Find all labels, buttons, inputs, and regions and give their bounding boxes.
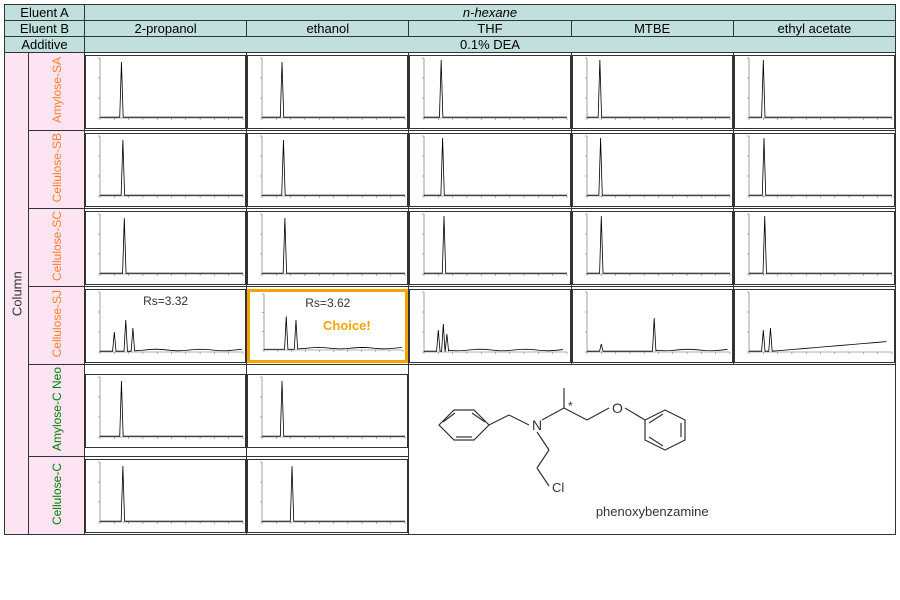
header-row-additive: Additive 0.1% DEA [5,37,896,53]
eluent-b-1: ethanol [247,21,409,37]
chrom-2-0 [85,209,247,287]
chrom-3-2 [409,287,571,365]
chrom-5-0 [85,457,247,535]
svg-text:Cl: Cl [552,480,564,495]
rowlabel-2: Cellulose-SC [29,209,85,287]
chrom-3-1: Rs=3.62Choice! [247,287,409,365]
screening-table: Eluent A n-hexane Eluent B 2-propanol et… [4,4,896,535]
chrom-2-4 [733,209,895,287]
chrom-3-4 [733,287,895,365]
rowlabel-1: Cellulose-SB [29,131,85,209]
chrom-2-3 [571,209,733,287]
molecule-caption: phenoxybenzamine [409,504,895,519]
eluent-b-2: THF [409,21,571,37]
chrom-0-0 [85,53,247,131]
molecule-structure: N * O [409,370,895,530]
chrom-2-2 [409,209,571,287]
svg-text:O: O [612,400,623,416]
chrom-3-0: Rs=3.32 [85,287,247,365]
svg-text:N: N [532,417,542,433]
chrom-2-1 [247,209,409,287]
header-row-eluent-b: Eluent B 2-propanol ethanol THF MTBE eth… [5,21,896,37]
chrom-4-1 [247,365,409,457]
data-row-3: Cellulose-SJ Rs=3.32 Rs=3.62Choice! [5,287,896,365]
chrom-0-2 [409,53,571,131]
eluent-a-label: Eluent A [5,5,85,21]
chrom-1-4 [733,131,895,209]
column-vertical-label: Column [5,53,29,535]
chrom-0-4 [733,53,895,131]
eluent-a-value: n-hexane [85,5,896,21]
data-row-0: Column Amylose-SA [5,53,896,131]
chrom-1-3 [571,131,733,209]
rowlabel-0: Amylose-SA [29,53,85,131]
eluent-b-4: ethyl acetate [733,21,895,37]
eluent-b-3: MTBE [571,21,733,37]
chrom-0-1 [247,53,409,131]
header-row-eluent-a: Eluent A n-hexane [5,5,896,21]
additive-value: 0.1% DEA [85,37,896,53]
chrom-5-1 [247,457,409,535]
data-row-1: Cellulose-SB [5,131,896,209]
chrom-0-3 [571,53,733,131]
data-row-4: Amylose-C Neo [5,365,896,457]
chrom-1-0 [85,131,247,209]
molecule-cell: N * O [409,365,896,535]
eluent-b-label: Eluent B [5,21,85,37]
rowlabel-3: Cellulose-SJ [29,287,85,365]
chrom-4-0 [85,365,247,457]
chrom-1-1 [247,131,409,209]
chrom-1-2 [409,131,571,209]
eluent-b-0: 2-propanol [85,21,247,37]
rowlabel-5: Cellulose-C [29,457,85,535]
chrom-3-3 [571,287,733,365]
data-row-2: Cellulose-SC [5,209,896,287]
rowlabel-4: Amylose-C Neo [29,365,85,457]
additive-label: Additive [5,37,85,53]
